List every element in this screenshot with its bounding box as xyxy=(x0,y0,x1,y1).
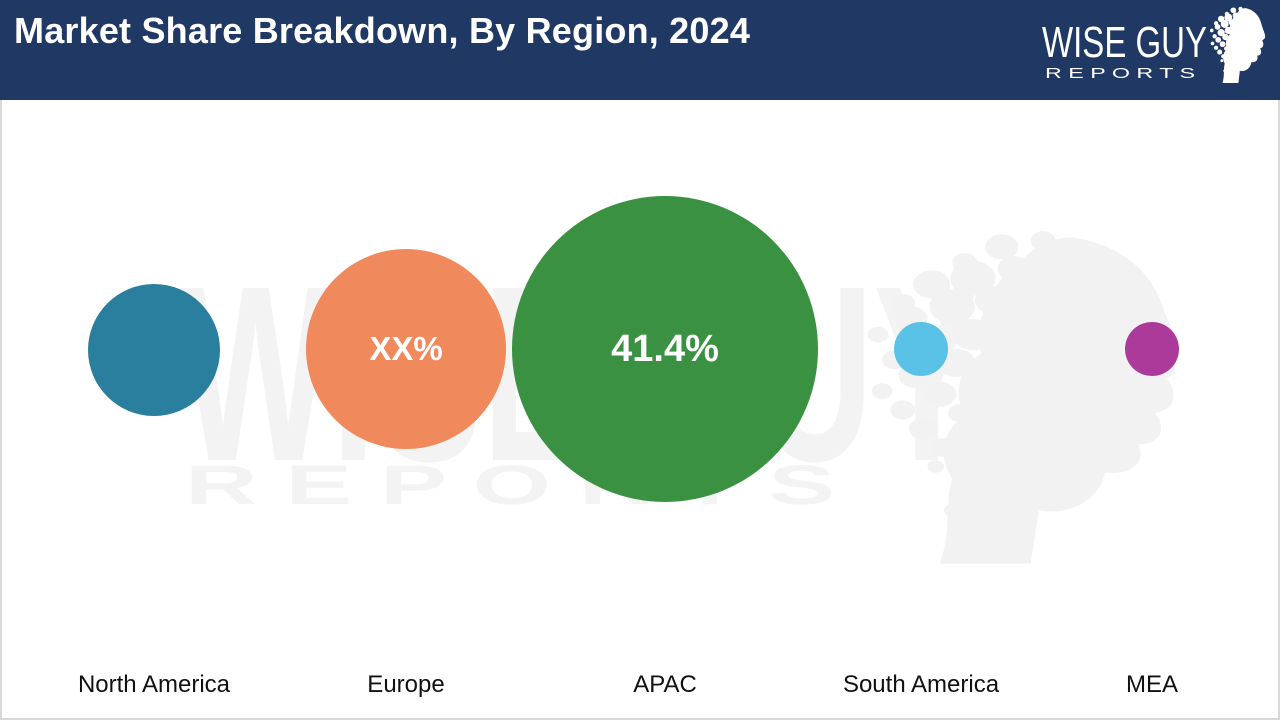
wiseguy-logo: WISE GUY R E P O R T S xyxy=(1042,6,1266,84)
bubble-value-label: XX% xyxy=(369,330,443,367)
logo-wordmark: WISE GUY xyxy=(1042,18,1207,67)
region-label-apac: APAC xyxy=(633,671,697,698)
page-title: Market Share Breakdown, By Region, 2024 xyxy=(14,10,751,51)
bubble-south-america xyxy=(894,322,948,376)
bubble-apac: 41.4% xyxy=(512,196,818,502)
bubble-mea xyxy=(1125,322,1179,376)
region-label-south-america: South America xyxy=(842,671,1000,698)
header-banner: Market Share Breakdown, By Region, 2024 … xyxy=(0,0,1280,100)
region-label-north-america: North America xyxy=(77,671,231,698)
bubble-value-label: 41.4% xyxy=(611,327,719,370)
bubble-north-america xyxy=(88,284,220,416)
region-label-europe: Europe xyxy=(367,671,445,698)
bubble-europe: XX% xyxy=(306,249,506,449)
logo-subtext: R E P O R T S xyxy=(1045,65,1195,82)
wiseguy-head-icon xyxy=(1209,6,1266,84)
region-label-mea: MEA xyxy=(1125,671,1179,698)
watermark-head-icon xyxy=(867,231,1175,564)
